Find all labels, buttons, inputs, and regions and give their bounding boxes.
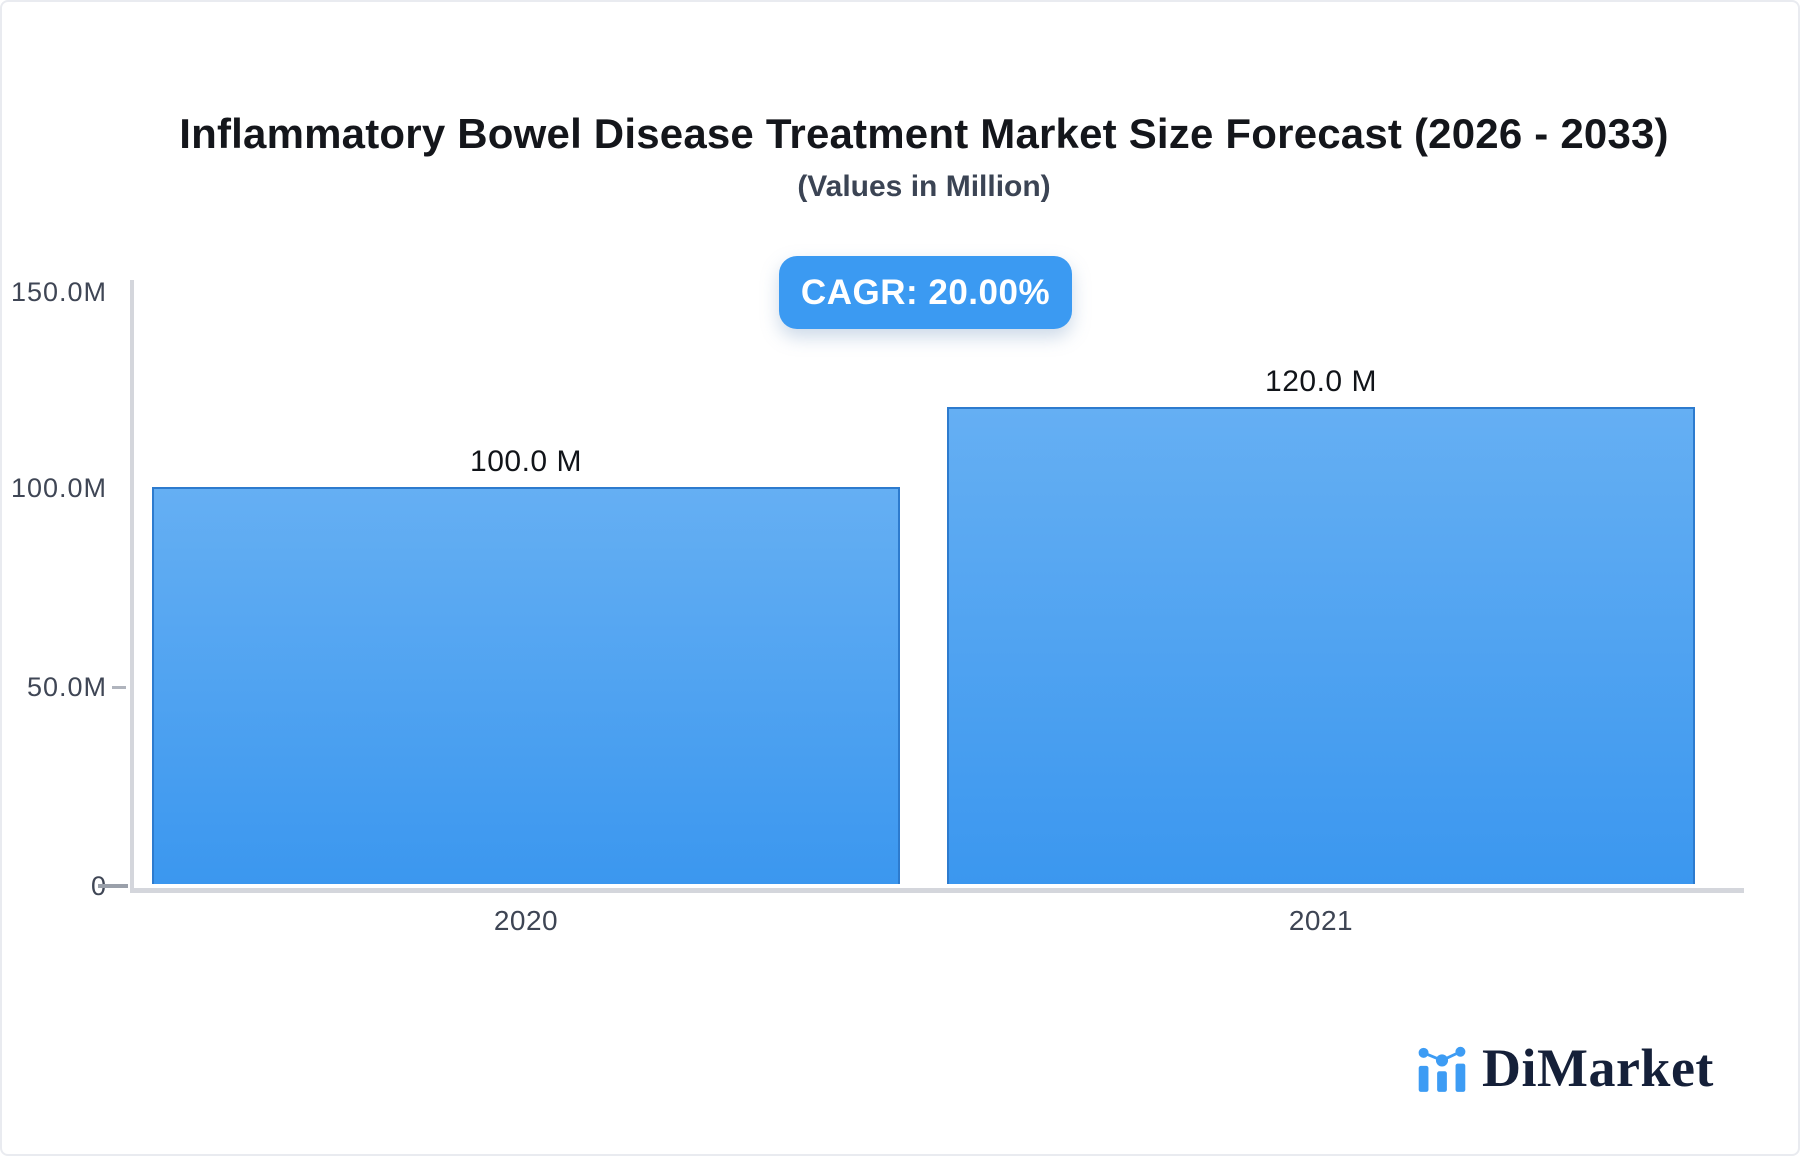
y-axis-tick-label-50: 50.0M — [26, 672, 107, 702]
cagr-badge: CAGR: 20.00% — [779, 256, 1072, 329]
dimarket-logo: DiMarket — [1416, 1038, 1714, 1098]
y-axis-tick-label-100: 100.0M — [10, 473, 107, 503]
bar-2020[interactable]: 100.0 M — [152, 445, 900, 884]
y-axis-line — [130, 280, 134, 892]
y-axis-tick-label-0: 0 — [2, 870, 107, 902]
chart-subtitle: (Values in Million) — [797, 170, 1051, 203]
x-axis-line — [130, 888, 1744, 893]
bar-value-label-2020: 100.0 M — [470, 445, 582, 478]
y-axis-tick-label-150: 150.0M — [10, 277, 107, 307]
x-axis-label-2021: 2021 — [1288, 905, 1354, 936]
y-axis-tick-mark-0 — [98, 884, 128, 888]
y-axis-tick-mark-50 — [112, 686, 126, 689]
chart-title: Inflammatory Bowel Disease Treatment Mar… — [179, 110, 1669, 157]
x-axis-label-2020: 2020 — [493, 905, 559, 936]
logo-wordmark: DiMarket — [1482, 1038, 1714, 1098]
bar-value-label-2021: 120.0 M — [1265, 365, 1377, 398]
bar-2021[interactable]: 120.0 M — [947, 365, 1695, 884]
bar-chart-logo-icon — [1418, 1046, 1466, 1092]
